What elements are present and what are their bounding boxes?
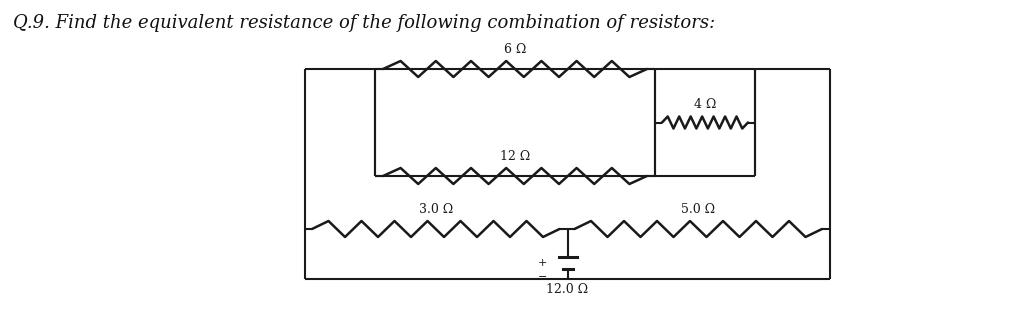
Text: 12 Ω: 12 Ω: [500, 150, 530, 163]
Text: 6 Ω: 6 Ω: [504, 43, 526, 56]
Text: 3.0 Ω: 3.0 Ω: [419, 203, 453, 216]
Text: +: +: [538, 258, 547, 268]
Text: 4 Ω: 4 Ω: [694, 99, 716, 112]
Text: 5.0 Ω: 5.0 Ω: [681, 203, 716, 216]
Text: Q.9. Find the equivalent resistance of the following combination of resistors:: Q.9. Find the equivalent resistance of t…: [13, 14, 715, 32]
Text: 12.0 Ω: 12.0 Ω: [547, 283, 589, 296]
Text: −: −: [538, 272, 547, 282]
